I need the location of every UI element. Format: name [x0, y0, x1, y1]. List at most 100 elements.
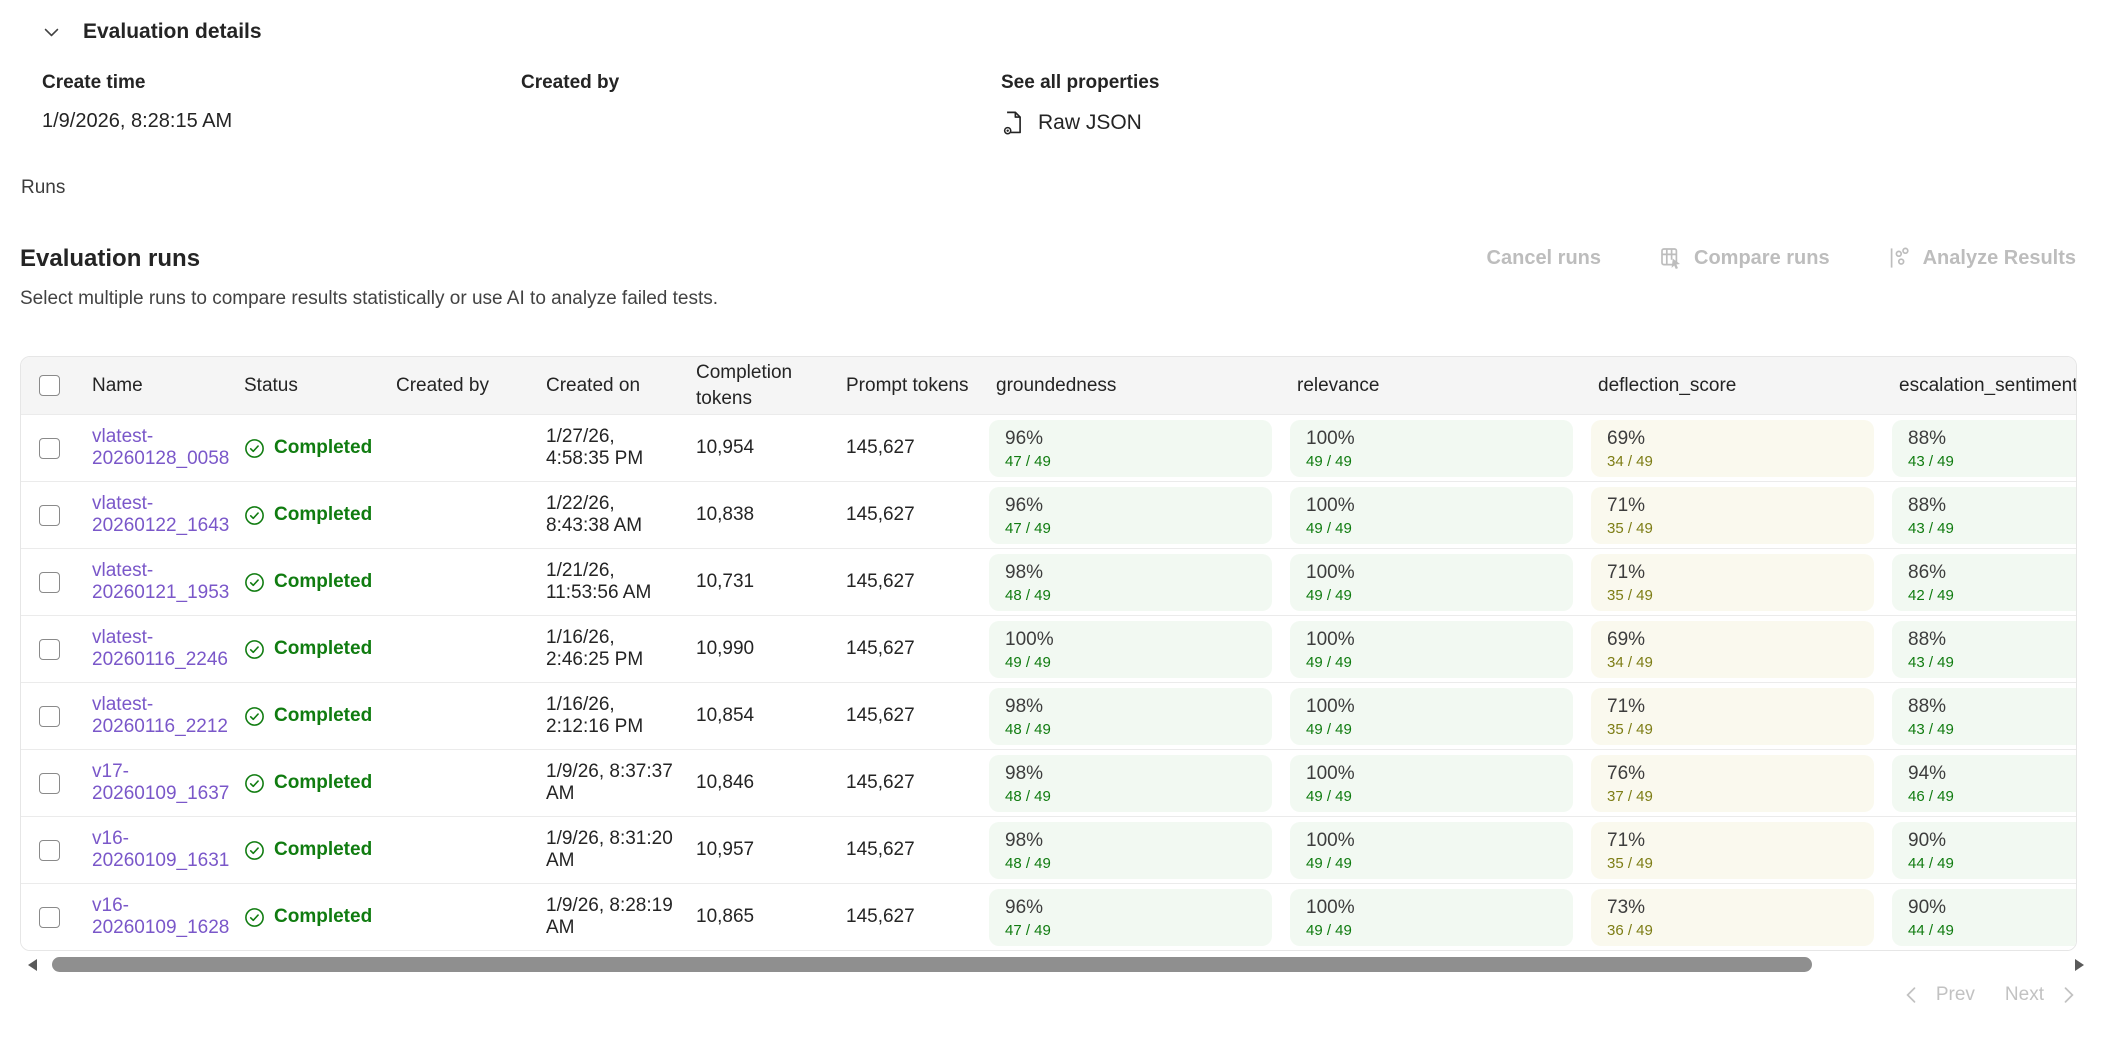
metric-fraction: 43 / 49 — [1908, 653, 1954, 671]
prompt-tokens-cell: 145,627 — [846, 705, 915, 726]
run-name-link[interactable]: v16- 20260109_1628 — [92, 895, 229, 939]
metric-percent: 100% — [1005, 628, 1054, 650]
metric-percent: 100% — [1306, 695, 1355, 717]
compare-runs-label: Compare runs — [1694, 246, 1830, 269]
status-label: Completed — [274, 571, 373, 592]
scroll-left-arrow-icon[interactable] — [28, 959, 37, 971]
run-name-link[interactable]: vlatest- 20260116_2246 — [92, 627, 229, 671]
metric-fraction: 44 / 49 — [1908, 854, 1954, 872]
created-by-field: Created by — [521, 72, 619, 110]
run-name-link[interactable]: vlatest- 20260121_1953 — [92, 560, 229, 604]
cancel-runs-button[interactable]: Cancel runs — [1487, 247, 1601, 270]
scatter-plot-icon — [1888, 246, 1912, 270]
deflection-score-metric-cell: 76% 37 / 49 — [1591, 754, 1874, 812]
metric-percent: 100% — [1306, 427, 1355, 449]
status-badge: Completed — [244, 772, 381, 794]
column-header-completion-tokens[interactable]: Completion tokens — [696, 361, 793, 409]
column-header-relevance[interactable]: relevance — [1297, 374, 1380, 396]
metric-fraction: 36 / 49 — [1607, 921, 1653, 939]
run-name-link[interactable]: vlatest- 20260122_1643 — [92, 493, 229, 537]
metric-percent: 71% — [1607, 695, 1646, 717]
column-header-deflection-score[interactable]: deflection_score — [1598, 374, 1737, 396]
status-badge: Completed — [244, 839, 381, 861]
metric-percent: 90% — [1908, 896, 1947, 918]
prompt-tokens-cell: 145,627 — [846, 839, 915, 860]
row-checkbox[interactable] — [38, 839, 60, 861]
metric-percent: 88% — [1908, 628, 1947, 650]
metric-fraction: 48 / 49 — [1005, 787, 1051, 805]
metric-percent: 100% — [1306, 628, 1355, 650]
raw-json-label: Raw JSON — [1038, 111, 1142, 134]
raw-json-link[interactable]: Raw JSON — [1001, 110, 1159, 136]
row-checkbox[interactable] — [38, 772, 60, 794]
metric-fraction: 47 / 49 — [1005, 519, 1051, 537]
column-header-created-by[interactable]: Created by — [396, 374, 489, 396]
run-name-link[interactable]: vlatest- 20260116_2212 — [92, 694, 229, 738]
relevance-metric-cell: 100% 49 / 49 — [1290, 553, 1573, 611]
groundedness-metric-cell: 96% 47 / 49 — [989, 486, 1272, 544]
escalation-sentiment-metric-cell: 94% 46 / 49 — [1892, 754, 2076, 812]
deflection-score-metric-cell: 71% 35 / 49 — [1591, 486, 1874, 544]
column-header-name[interactable]: Name — [92, 374, 143, 396]
completed-check-icon — [244, 706, 265, 727]
table-row: v17- 20260109_1637 Completed 1/9/26, 8:3… — [21, 749, 2076, 816]
run-name-link[interactable]: v16- 20260109_1631 — [92, 828, 229, 872]
column-header-created-on[interactable]: Created on — [546, 374, 641, 396]
deflection-score-metric-cell: 71% 35 / 49 — [1591, 553, 1874, 611]
collapse-details-button[interactable] — [42, 23, 61, 42]
chevron-down-icon — [42, 23, 61, 42]
metric-percent: 88% — [1908, 427, 1947, 449]
created-on-cell: 1/9/26, 8:28:19 AM — [546, 895, 673, 938]
completed-check-icon — [244, 438, 265, 459]
scroll-right-arrow-icon[interactable] — [2075, 959, 2084, 971]
completed-check-icon — [244, 572, 265, 593]
escalation-sentiment-metric-cell: 90% 44 / 49 — [1892, 888, 2076, 946]
column-header-groundedness[interactable]: groundedness — [996, 374, 1117, 396]
metric-fraction: 48 / 49 — [1005, 720, 1051, 738]
select-all-checkbox[interactable] — [38, 375, 60, 396]
table-header-row: Name Status Created by Created on Comple… — [21, 357, 2076, 414]
row-checkbox[interactable] — [38, 571, 60, 593]
row-checkbox[interactable] — [38, 638, 60, 660]
metric-fraction: 48 / 49 — [1005, 854, 1051, 872]
column-header-status[interactable]: Status — [244, 374, 298, 396]
row-checkbox[interactable] — [38, 437, 60, 459]
metric-percent: 73% — [1607, 896, 1646, 918]
row-checkbox[interactable] — [38, 906, 60, 928]
column-header-escalation-sentiment[interactable]: escalation_sentiment — [1899, 374, 2077, 396]
evaluation-details-header: Evaluation details — [42, 20, 262, 44]
run-name-line1: v16- — [92, 895, 129, 916]
run-name-line2: 20260109_1637 — [92, 783, 229, 804]
relevance-metric-cell: 100% 49 / 49 — [1290, 687, 1573, 745]
next-page-button[interactable]: Next — [2005, 984, 2078, 1006]
completed-check-icon — [244, 773, 265, 794]
row-checkbox[interactable] — [38, 705, 60, 727]
created-by-label: Created by — [521, 72, 620, 93]
run-name-link[interactable]: vlatest- 20260128_0058 — [92, 426, 229, 470]
scrollbar-thumb[interactable] — [52, 957, 1812, 972]
compare-runs-button[interactable]: Compare runs — [1659, 246, 1830, 270]
status-label: Completed — [274, 437, 373, 458]
created-on-cell: 1/16/26, 2:12:16 PM — [546, 694, 644, 737]
row-checkbox[interactable] — [38, 504, 60, 526]
prev-page-button[interactable]: Prev — [1902, 984, 1975, 1006]
metric-percent: 98% — [1005, 695, 1044, 717]
run-name-link[interactable]: v17- 20260109_1637 — [92, 761, 229, 805]
deflection-score-metric-cell: 71% 35 / 49 — [1591, 821, 1874, 879]
table-row: vlatest- 20260116_2212 Completed 1/16/26… — [21, 682, 2076, 749]
relevance-metric-cell: 100% 49 / 49 — [1290, 620, 1573, 678]
metric-fraction: 43 / 49 — [1908, 452, 1954, 470]
created-on-cell: 1/21/26, 11:53:56 AM — [546, 560, 652, 603]
metric-percent: 76% — [1607, 762, 1646, 784]
evaluation-runs-subtitle: Select multiple runs to compare results … — [20, 288, 719, 309]
horizontal-scrollbar[interactable] — [28, 956, 2084, 974]
metric-percent: 88% — [1908, 494, 1947, 516]
metric-fraction: 47 / 49 — [1005, 452, 1051, 470]
metric-fraction: 44 / 49 — [1908, 921, 1954, 939]
relevance-metric-cell: 100% 49 / 49 — [1290, 754, 1573, 812]
prompt-tokens-cell: 145,627 — [846, 437, 915, 458]
column-header-prompt-tokens[interactable]: Prompt tokens — [846, 374, 969, 396]
analyze-results-button[interactable]: Analyze Results — [1888, 246, 2076, 270]
completed-check-icon — [244, 907, 265, 928]
escalation-sentiment-metric-cell: 88% 43 / 49 — [1892, 620, 2076, 678]
